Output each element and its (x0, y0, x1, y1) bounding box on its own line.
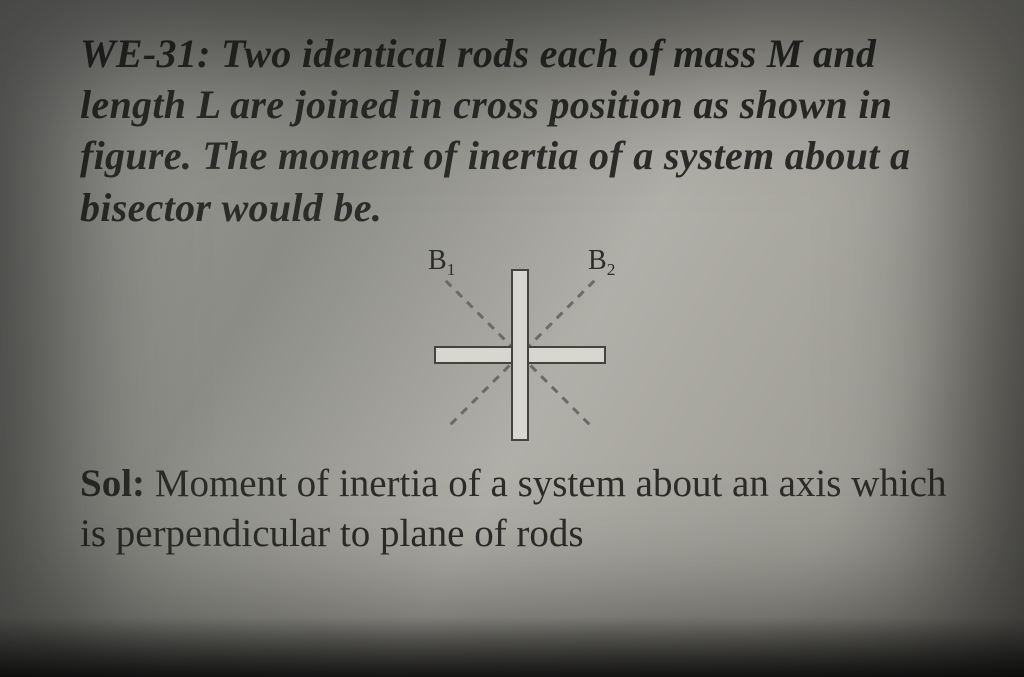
solution-body: Moment of inertia of a system about an a… (80, 462, 947, 556)
label-b2: B2 (588, 245, 615, 279)
solution-label: Sol: (80, 462, 145, 505)
problem-text-block: WE-31: Two identical rods each of mass M… (80, 28, 960, 233)
rod-vertical (512, 270, 528, 440)
photo-bottom-shadow (0, 617, 1024, 677)
problem-label: WE-31: (80, 31, 211, 76)
cross-rods-figure: B1 B2 (370, 245, 670, 445)
solution-text-block: Sol: Moment of inertia of a system about… (80, 459, 960, 560)
label-b1: B1 (428, 245, 455, 279)
page-content: WE-31: Two identical rods each of mass M… (80, 28, 960, 560)
